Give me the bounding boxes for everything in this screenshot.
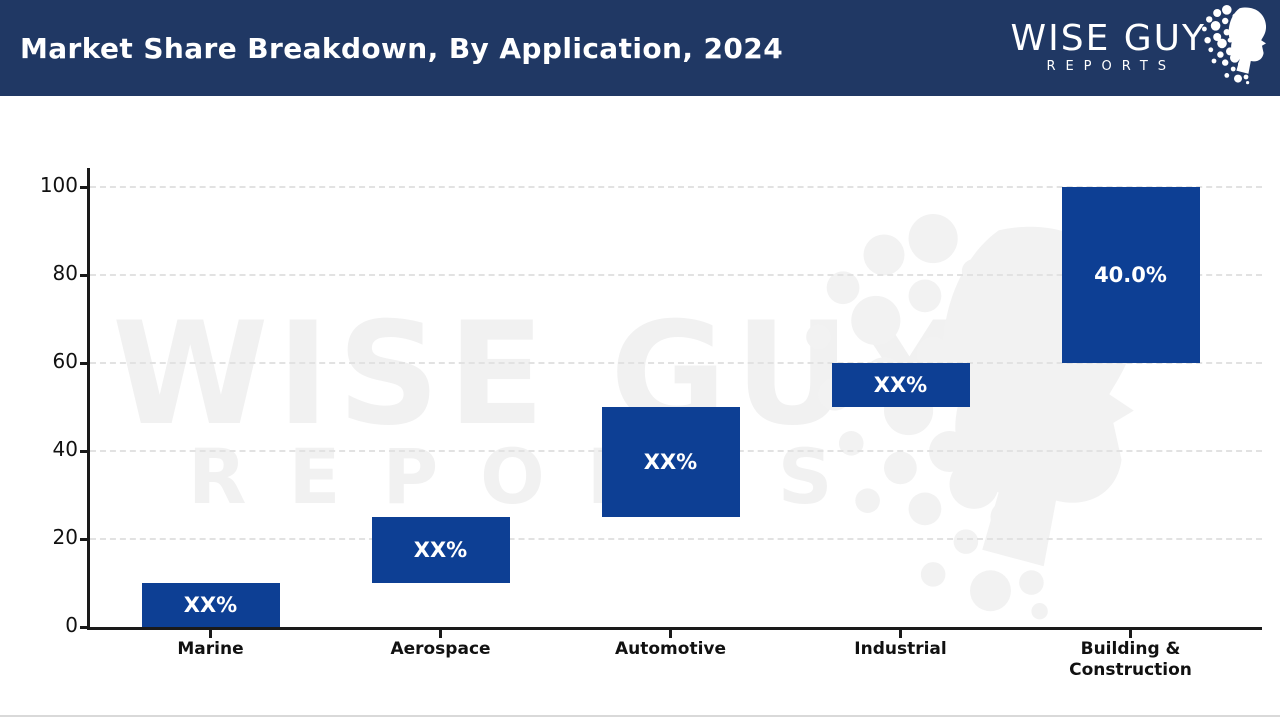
x-axis-tick-mark [669, 630, 672, 638]
y-axis-tick-label: 100 [39, 173, 78, 197]
logo-wordmark-primary: WISE GUY [1010, 18, 1206, 60]
y-axis-tick-label: 0 [65, 613, 78, 637]
x-axis-tick-mark [1129, 630, 1132, 638]
y-axis-tick-mark [80, 274, 87, 277]
bar: XX% [601, 407, 740, 517]
footer-divider [0, 715, 1280, 717]
x-axis-tick-mark [899, 630, 902, 638]
bar: XX% [141, 583, 280, 627]
logo-head-icon [1202, 5, 1267, 85]
x-axis-category-label: Building & Construction [1069, 639, 1192, 681]
bar: XX% [371, 517, 510, 583]
gridline [90, 538, 1262, 540]
y-axis-tick-mark [80, 450, 87, 453]
y-axis-tick-label: 80 [52, 261, 78, 285]
y-axis-tick-label: 60 [52, 349, 78, 373]
bar: XX% [831, 363, 970, 407]
bar-value-label: XX% [873, 373, 928, 397]
watermark-text: WISE GUY [112, 292, 969, 457]
logo-wordmark-secondary: REPORTS [1046, 58, 1177, 74]
x-axis-category-label: Industrial [854, 639, 947, 659]
bar-value-label: XX% [413, 538, 468, 562]
bar-value-label: XX% [643, 450, 698, 474]
x-axis-tick-mark [439, 630, 442, 638]
chart: WISE GUY REPORTS 0 20 40 60 80 100 XX% Marine XX… [0, 96, 1280, 716]
bar-value-label: XX% [183, 593, 238, 617]
y-axis-line [87, 168, 90, 630]
x-axis-category-label: Automotive [614, 639, 727, 659]
gridline [90, 274, 1262, 276]
bar-value-label: 40.0% [1094, 263, 1167, 287]
page-title: Market Share Breakdown, By Application, … [20, 31, 784, 65]
gridline [90, 186, 1262, 188]
x-axis-category-label: Marine [177, 639, 244, 659]
y-axis-tick-label: 40 [52, 437, 78, 461]
x-axis-line [87, 627, 1262, 630]
bar: 40.0% [1061, 187, 1200, 363]
x-axis-tick-mark [209, 630, 212, 638]
y-axis-tick-mark [80, 538, 87, 541]
y-axis-tick-mark [80, 626, 87, 629]
y-axis-tick-mark [80, 362, 87, 365]
gridline [90, 362, 1262, 364]
y-axis-tick-label: 20 [52, 525, 78, 549]
x-axis-category-label: Aerospace [390, 639, 491, 659]
logo-wordmark: WISE GUY REPORTS [1011, 20, 1207, 74]
brand-logo: WISE GUY REPORTS [1011, 4, 1271, 90]
y-axis-tick-mark [80, 186, 87, 189]
header: Market Share Breakdown, By Application, … [0, 0, 1280, 96]
